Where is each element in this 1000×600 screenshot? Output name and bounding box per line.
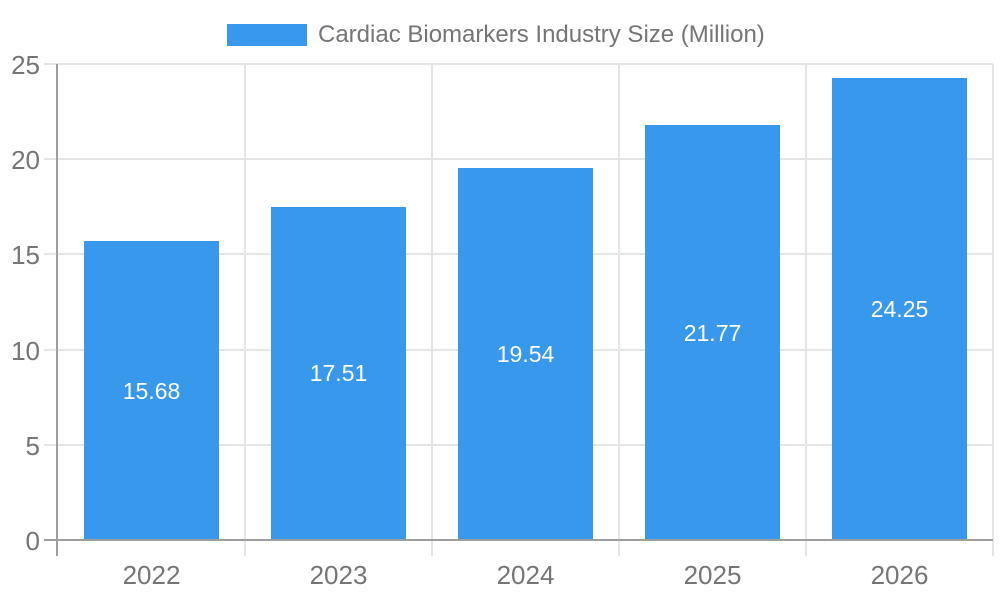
y-tick-20 — [44, 158, 58, 161]
y-tick-label-5: 5 — [25, 430, 40, 461]
gridline-x-1 — [244, 64, 246, 540]
bar-value-label-2024: 19.54 — [496, 340, 555, 367]
gridline-x-4 — [805, 64, 807, 540]
y-axis-line — [56, 64, 58, 556]
legend-swatch — [227, 24, 307, 46]
x-axis-line — [44, 539, 993, 541]
y-tick-label-15: 15 — [11, 240, 40, 271]
gridline-x-3 — [618, 64, 620, 540]
y-tick-10 — [44, 348, 58, 351]
gridline-y-20 — [58, 158, 993, 161]
x-tick-label-2024: 2024 — [496, 560, 555, 590]
chart-legend[interactable]: Cardiac Biomarkers Industry Size (Millio… — [227, 21, 765, 49]
gridline-x-5 — [992, 64, 994, 540]
bar-value-label-2026: 24.25 — [870, 296, 929, 323]
bar-value-label-2025: 21.77 — [683, 319, 742, 346]
y-tick-15 — [44, 253, 58, 256]
x-tick-2 — [431, 540, 433, 556]
bar-2024[interactable] — [458, 167, 593, 540]
y-tick-label-25: 25 — [11, 50, 40, 80]
bar-value-label-2023: 17.51 — [309, 360, 368, 387]
x-tick-4 — [805, 540, 807, 556]
x-tick-label-2026: 2026 — [870, 560, 929, 590]
y-tick-label-10: 10 — [11, 335, 40, 366]
bar-2025[interactable] — [645, 125, 780, 540]
y-tick-label-0: 0 — [25, 526, 40, 556]
legend-label: Cardiac Biomarkers Industry Size (Millio… — [318, 21, 765, 48]
y-tick-25 — [44, 63, 58, 65]
bar-2026[interactable] — [832, 78, 967, 540]
x-tick-label-2023: 2023 — [309, 560, 368, 590]
gridline-y-25 — [58, 63, 993, 65]
x-tick-3 — [618, 540, 620, 556]
y-tick-label-20: 20 — [11, 145, 40, 176]
bar-2023[interactable] — [271, 206, 406, 540]
x-tick-label-2022: 2022 — [122, 560, 181, 590]
x-tick-label-2025: 2025 — [683, 560, 742, 590]
bar-value-label-2022: 15.68 — [122, 377, 181, 404]
gridline-x-2 — [431, 64, 433, 540]
bar-2022[interactable] — [84, 241, 219, 540]
y-tick-5 — [44, 443, 58, 446]
x-tick-5 — [992, 540, 994, 556]
x-tick-1 — [244, 540, 246, 556]
